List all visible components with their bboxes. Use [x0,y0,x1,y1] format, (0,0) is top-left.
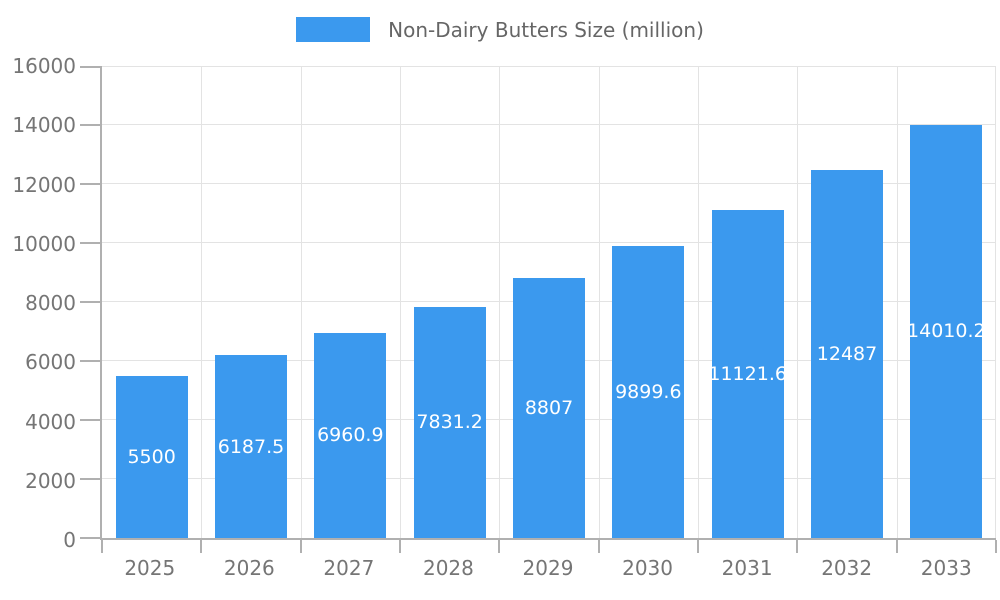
y-axis-tick-mark [80,478,100,480]
gridline-horizontal [102,66,996,67]
x-axis-tick-label: 2025 [124,556,176,580]
bar-value-label: 7831.2 [416,411,483,434]
gridline-vertical [201,66,203,538]
x-axis-tick-mark [398,540,401,553]
bar-value-label: 14010.2 [910,320,983,343]
bar-2026[interactable]: 6187.5 [214,355,287,538]
y-axis-tick-label: 0 [63,528,76,552]
bar-value-label: 8807 [524,397,574,420]
x-axis-tick-mark [597,540,600,553]
x-axis-tick-label: 2030 [622,556,673,580]
x-axis-tick-mark [498,540,501,553]
gridline-vertical [995,66,996,538]
bar-2032[interactable]: 12487 [811,169,883,538]
x-axis-tick-label: 2027 [323,556,375,580]
legend-item[interactable]: Non-Dairy Butters Size (million) [296,17,704,42]
legend-label: Non-Dairy Butters Size (million) [388,17,704,42]
x-axis-tick-mark [696,540,699,553]
x-axis-tick-mark [995,540,997,553]
bar-value-label: 9899.6 [615,380,682,403]
x-axis-tick-mark [895,540,898,553]
y-axis-tick-mark [80,242,100,244]
x-axis-tick-mark [200,540,203,553]
y-axis-tick-mark [80,183,100,185]
x-axis-tick-mark [299,540,302,553]
bar-2028[interactable]: 7831.2 [413,306,486,538]
gridline-vertical [697,66,699,538]
gridline-vertical [300,66,302,538]
y-axis-labels: 0 2000 4000 6000 8000 10000 12000 14000 16000 [0,56,100,550]
y-axis-tick-mark [80,301,100,303]
bar-2025[interactable]: 5500 [115,375,188,538]
bar-value-label: 5500 [127,445,176,468]
legend: Non-Dairy Butters Size (million) [0,17,1000,42]
y-axis-tick-mark [80,419,100,421]
y-axis-tick-label: 16000 [12,54,76,78]
y-axis-tick-mark [80,66,100,68]
plot-area: 5500 6187.5 6960.9 7831.2 8807 9899.6 11121.6 1… [80,66,997,553]
y-axis-tick-label: 14000 [12,113,76,138]
legend-swatch [296,17,371,42]
gridline-horizontal [102,183,996,184]
y-axis-tick-label: 8000 [25,291,76,315]
bar-2029[interactable]: 8807 [513,278,585,538]
bar-value-label: 11121.6 [711,362,784,385]
gridline-vertical [598,66,600,538]
y-axis-tick-label: 12000 [12,172,76,197]
bar-value-label: 12487 [816,342,878,365]
bar-value-label: 6187.5 [217,435,285,458]
y-axis-tick-label: 4000 [25,409,76,434]
y-axis-tick-label: 2000 [25,468,76,493]
x-axis-tick-mark [796,540,799,553]
bar-2030[interactable]: 9899.6 [612,245,685,538]
x-axis-tick-label: 2028 [422,556,474,580]
y-axis-tick-label: 10000 [12,231,76,256]
x-axis-tick-label: 2029 [522,556,574,580]
bar-value-label: 6960.9 [317,424,384,447]
y-axis-tick-mark [80,537,100,539]
y-axis-tick-mark [80,124,100,126]
bar-2031[interactable]: 11121.6 [711,209,784,538]
gridline-horizontal [102,124,996,125]
bar-2027[interactable]: 6960.9 [314,332,387,538]
y-axis-tick-mark [80,360,100,362]
x-axis-tick-label: 2026 [223,556,275,580]
y-axis-tick-label: 6000 [25,350,76,375]
x-axis-tick-label: 2033 [920,556,972,580]
bar-2033[interactable]: 14010.2 [910,124,983,538]
gridline-vertical [499,66,501,538]
gridline-vertical [797,66,799,538]
gridline-vertical [399,66,401,538]
x-axis-tick-label: 2032 [821,556,873,580]
x-axis-tick-label: 2031 [721,556,773,580]
x-axis-tick-mark [101,540,103,553]
gridline-vertical [896,66,898,538]
x-axis-labels: 2025 2026 2027 2028 2029 2030 2031 2032 2033 [100,556,996,586]
gridline-horizontal [102,242,996,243]
